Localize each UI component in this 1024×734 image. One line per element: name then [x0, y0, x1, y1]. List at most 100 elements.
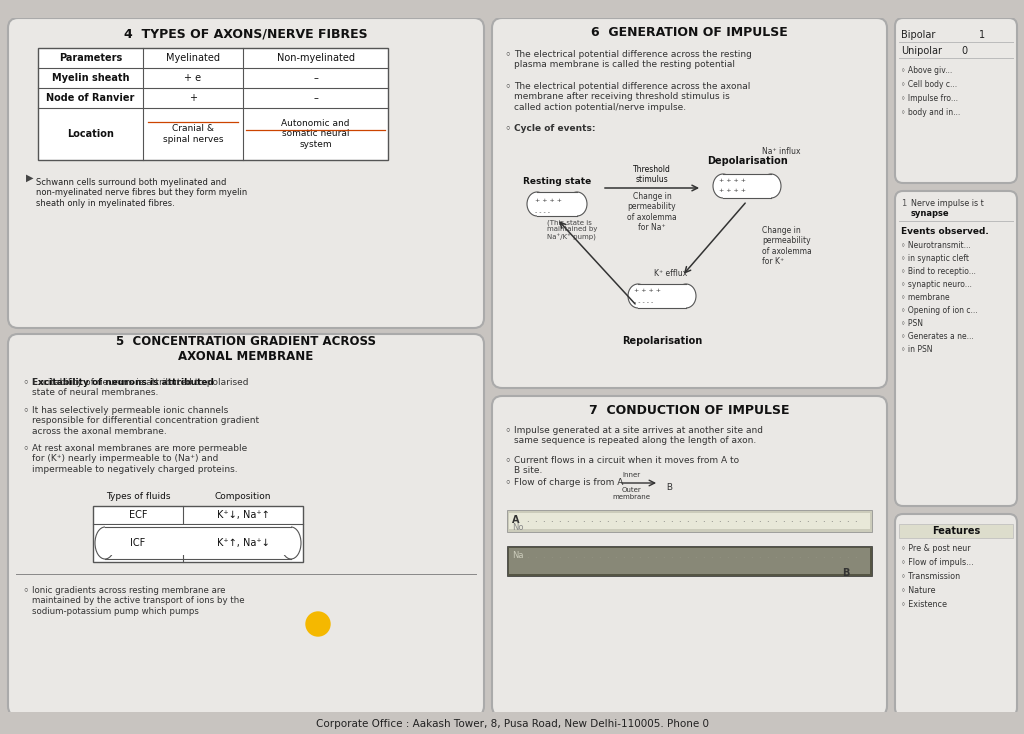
Text: + e: + e: [184, 73, 202, 83]
Text: .: .: [854, 515, 856, 523]
Text: .: .: [838, 550, 841, 559]
Text: .: .: [798, 515, 801, 523]
Text: .: .: [766, 515, 768, 523]
Text: .: .: [573, 550, 577, 559]
Bar: [509, 513, 870, 529]
Text: .: .: [733, 515, 736, 523]
Text: Node of Ranvier: Node of Ranvier: [46, 93, 135, 103]
Text: Impulse generated at a site arrives at another site and
same sequence is repeate: Impulse generated at a site arrives at a…: [514, 426, 763, 446]
Text: Na⁺ influx: Na⁺ influx: [762, 147, 801, 156]
Bar: [537, 192, 577, 216]
Text: .: .: [630, 550, 632, 559]
Text: .: .: [573, 515, 577, 523]
Text: .: .: [598, 515, 600, 523]
Text: .: .: [558, 550, 560, 559]
Text: ◦: ◦: [504, 456, 511, 466]
Ellipse shape: [676, 284, 696, 308]
Text: Threshold
stimulus: Threshold stimulus: [633, 164, 671, 184]
Bar: [507, 546, 872, 576]
Text: ◦ Bind to receptio...: ◦ Bind to receptio...: [901, 267, 976, 276]
Text: .: .: [774, 515, 776, 523]
Text: Inner: Inner: [622, 472, 640, 478]
Text: .: .: [598, 550, 600, 559]
Text: +: +: [189, 93, 197, 103]
Text: + + + +: + + + +: [719, 178, 746, 184]
Text: .: .: [590, 515, 592, 523]
Text: No: No: [512, 523, 523, 532]
Text: .: .: [646, 515, 648, 523]
Bar: [638, 284, 686, 308]
Text: .: .: [582, 515, 585, 523]
Text: Non-myelinated: Non-myelinated: [276, 53, 354, 63]
Text: - - - -: - - - -: [535, 209, 550, 214]
Text: ◦ PSN: ◦ PSN: [901, 319, 923, 328]
Text: Flow of charge is from A: Flow of charge is from A: [514, 478, 627, 487]
Text: Resting state: Resting state: [523, 177, 591, 186]
Text: + + + +: + + + +: [634, 288, 662, 294]
Text: Excitability of neurons is attributed to polarised
state of neural membranes.: Excitability of neurons is attributed to…: [32, 378, 249, 397]
Text: Bipolar: Bipolar: [901, 30, 935, 40]
Text: ◦ synaptic neuro...: ◦ synaptic neuro...: [901, 280, 972, 289]
Ellipse shape: [281, 527, 301, 559]
Text: (This state is
maintained by
Na⁺/K⁺ pump): (This state is maintained by Na⁺/K⁺ pump…: [547, 219, 597, 241]
Text: ◦: ◦: [22, 406, 29, 416]
Text: .: .: [565, 550, 568, 559]
Text: .: .: [821, 515, 824, 523]
Text: Current flows in a circuit when it moves from A to
B site.: Current flows in a circuit when it moves…: [514, 456, 739, 476]
Text: ◦ Opening of ion c...: ◦ Opening of ion c...: [901, 306, 978, 315]
Text: .: .: [670, 515, 673, 523]
Text: .: .: [686, 550, 688, 559]
Text: .: .: [638, 550, 640, 559]
Text: .: .: [829, 515, 833, 523]
Text: ECF: ECF: [129, 510, 147, 520]
Ellipse shape: [713, 174, 733, 198]
Text: Myelin sheath: Myelin sheath: [52, 73, 129, 83]
Text: .: .: [558, 515, 560, 523]
FancyBboxPatch shape: [492, 396, 887, 716]
Text: ◦ body and in...: ◦ body and in...: [901, 108, 961, 117]
FancyBboxPatch shape: [8, 334, 484, 716]
Text: .: .: [693, 550, 696, 559]
Text: .: .: [806, 515, 808, 523]
Text: 6  GENERATION OF IMPULSE: 6 GENERATION OF IMPULSE: [591, 26, 787, 38]
Text: K⁺↑, Na⁺↓: K⁺↑, Na⁺↓: [217, 538, 269, 548]
Text: .: .: [758, 550, 760, 559]
Bar: [899, 524, 1013, 538]
Text: 4  TYPES OF AXONS/NERVE FIBRES: 4 TYPES OF AXONS/NERVE FIBRES: [124, 27, 368, 40]
Text: ◦: ◦: [22, 378, 29, 388]
Text: .: .: [821, 550, 824, 559]
Text: .: .: [542, 515, 545, 523]
Text: .: .: [646, 550, 648, 559]
Text: B: B: [664, 483, 673, 492]
Text: Outer
membrane: Outer membrane: [612, 487, 650, 500]
Text: .: .: [790, 550, 793, 559]
Text: ◦ membrane: ◦ membrane: [901, 293, 949, 302]
Text: .: .: [613, 515, 616, 523]
Text: –: –: [313, 73, 317, 83]
Text: ◦ Neurotransmit...: ◦ Neurotransmit...: [901, 241, 971, 250]
Text: Nerve impulse is t: Nerve impulse is t: [911, 199, 984, 208]
FancyBboxPatch shape: [8, 18, 484, 328]
Text: Schwann cells surround both myelinated and
non-myelinated nerve fibres but they : Schwann cells surround both myelinated a…: [36, 178, 247, 208]
Text: 7  CONDUCTION OF IMPULSE: 7 CONDUCTION OF IMPULSE: [589, 404, 790, 416]
Text: .: .: [622, 515, 625, 523]
Text: .: .: [525, 550, 528, 559]
Text: .: .: [622, 550, 625, 559]
Text: ICF: ICF: [130, 538, 145, 548]
Text: .: .: [846, 550, 848, 559]
Text: + + + +: + + + +: [719, 189, 746, 194]
Bar: [507, 510, 872, 532]
Text: synapse: synapse: [911, 209, 949, 218]
Text: .: .: [534, 515, 537, 523]
Text: Na: Na: [512, 551, 523, 560]
Text: ◦ in synaptic cleft: ◦ in synaptic cleft: [901, 254, 969, 263]
Text: Composition: Composition: [215, 492, 271, 501]
Text: –: –: [313, 93, 317, 103]
Bar: [0, 0, 1024, 18]
Text: .: .: [774, 550, 776, 559]
Text: .: .: [701, 515, 705, 523]
Text: .: .: [741, 515, 744, 523]
Text: ◦: ◦: [504, 426, 511, 436]
Text: Change in
permeability
of axolemma
for Na⁺: Change in permeability of axolemma for N…: [627, 192, 677, 232]
Text: .: .: [718, 515, 720, 523]
